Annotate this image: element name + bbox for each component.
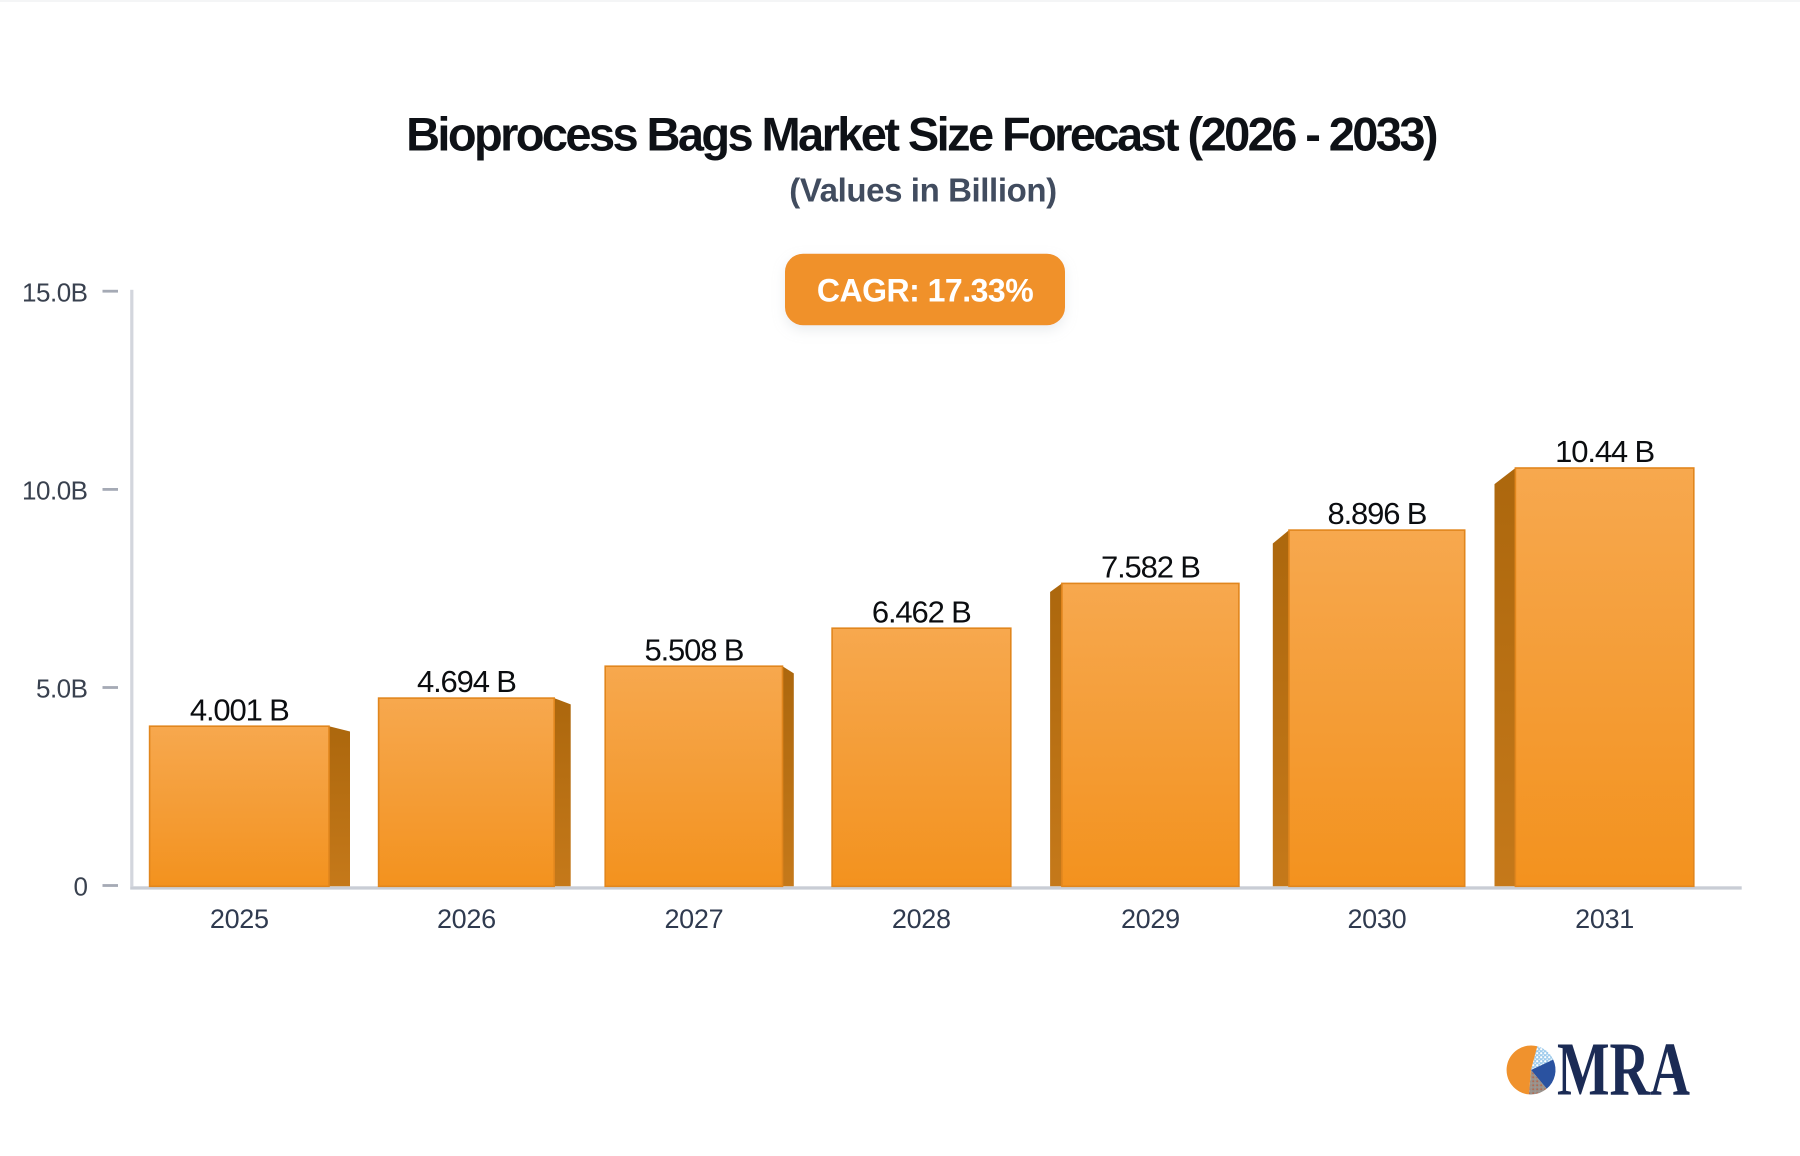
- svg-text:6.462 B: 6.462 B: [872, 594, 971, 629]
- svg-text:4.001 B: 4.001 B: [190, 692, 289, 727]
- svg-text:CAGR: 17.33%: CAGR: 17.33%: [817, 273, 1033, 309]
- svg-text:2029: 2029: [1121, 904, 1180, 934]
- svg-text:2025: 2025: [210, 904, 269, 934]
- svg-text:0: 0: [74, 872, 88, 902]
- svg-text:Bioprocess Bags Market Size Fo: Bioprocess Bags Market Size Forecast (20…: [406, 108, 1437, 161]
- svg-text:(Values in Billion): (Values in Billion): [789, 172, 1056, 209]
- svg-text:2030: 2030: [1347, 904, 1406, 934]
- svg-text:4.694 B: 4.694 B: [417, 664, 516, 699]
- svg-text:2031: 2031: [1575, 904, 1634, 934]
- svg-text:5.508 B: 5.508 B: [644, 632, 743, 667]
- svg-text:5.0B: 5.0B: [36, 674, 88, 704]
- svg-text:15.0B: 15.0B: [22, 277, 87, 307]
- svg-text:10.0B: 10.0B: [22, 476, 87, 506]
- svg-text:2027: 2027: [664, 904, 723, 934]
- svg-text:MRA: MRA: [1557, 1028, 1690, 1112]
- svg-text:7.582 B: 7.582 B: [1101, 550, 1200, 585]
- svg-text:2026: 2026: [437, 904, 496, 934]
- svg-text:2028: 2028: [892, 904, 951, 934]
- svg-text:10.44 B: 10.44 B: [1555, 434, 1654, 469]
- svg-text:8.896 B: 8.896 B: [1327, 496, 1426, 531]
